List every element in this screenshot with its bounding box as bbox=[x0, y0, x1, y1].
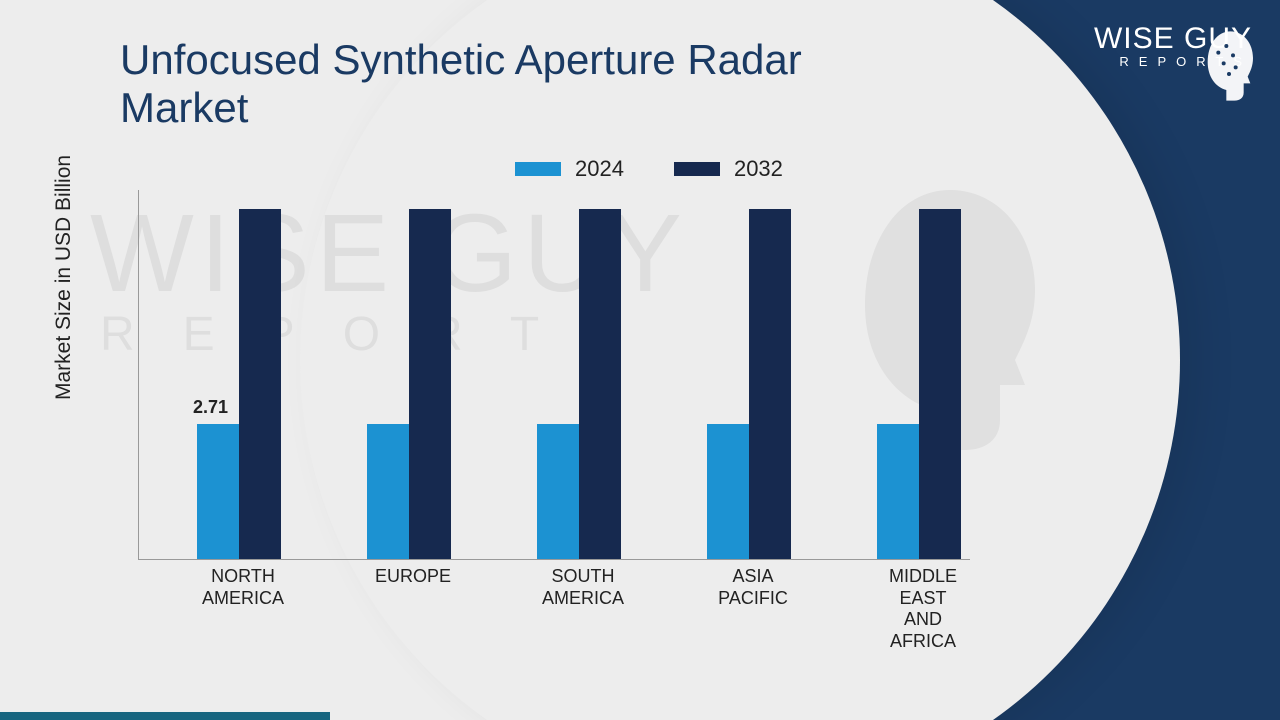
bar-2032 bbox=[579, 209, 621, 559]
logo-head-icon bbox=[1190, 26, 1260, 106]
bar-2024 bbox=[537, 424, 579, 560]
x-axis-label: NORTHAMERICA bbox=[173, 566, 313, 609]
y-axis-label: Market Size in USD Billion bbox=[52, 155, 76, 400]
legend-item-2024: 2024 bbox=[515, 156, 624, 182]
infographic-canvas: WISE GUY REPORTS Unfocused Synthetic Ape… bbox=[0, 0, 1280, 720]
x-axis-label: ASIAPACIFIC bbox=[683, 566, 823, 609]
chart-title: Unfocused Synthetic Aperture Radar Marke… bbox=[120, 36, 860, 133]
legend-label-2032: 2032 bbox=[734, 156, 783, 182]
bar-value-label: 2.71 bbox=[193, 397, 228, 418]
x-axis-label: MIDDLEEASTANDAFRICA bbox=[858, 566, 988, 652]
legend-label-2024: 2024 bbox=[575, 156, 624, 182]
bar-2024 bbox=[197, 424, 239, 560]
bar-2032 bbox=[239, 209, 281, 559]
legend-item-2032: 2032 bbox=[674, 156, 783, 182]
legend: 2024 2032 bbox=[515, 156, 783, 182]
x-axis-label: SOUTHAMERICA bbox=[513, 566, 653, 609]
legend-swatch-2024 bbox=[515, 162, 561, 176]
bar-2032 bbox=[749, 209, 791, 559]
bar-chart: Market Size in USD Billion 2024 2032 2.7… bbox=[60, 160, 970, 700]
bar-2032 bbox=[409, 209, 451, 559]
bar-2032 bbox=[919, 209, 961, 559]
bar-2024 bbox=[877, 424, 919, 560]
bar-2024 bbox=[367, 424, 409, 560]
bar-2024 bbox=[707, 424, 749, 560]
legend-swatch-2032 bbox=[674, 162, 720, 176]
x-axis-label: EUROPE bbox=[343, 566, 483, 588]
x-axis-labels: NORTHAMERICA EUROPE SOUTHAMERICA ASIAPACIFI… bbox=[138, 566, 970, 696]
bottom-accent-bar bbox=[0, 712, 330, 720]
plot-area: 2.71 bbox=[138, 190, 970, 560]
